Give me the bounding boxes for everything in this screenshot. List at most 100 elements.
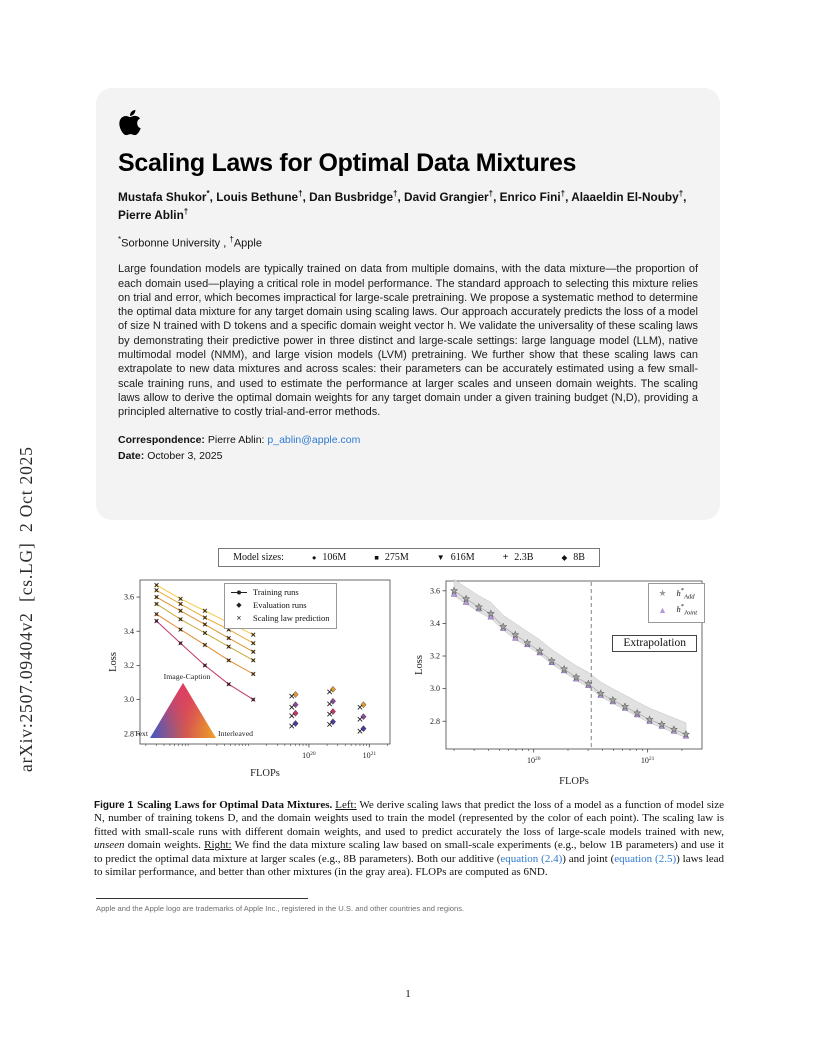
diamond-marker-icon: ◆	[561, 552, 568, 562]
date-value: October 3, 2025	[147, 450, 223, 463]
evaluation-runs-marker-icon: ◆	[236, 600, 242, 609]
caption-segment: domain weights.	[124, 839, 205, 852]
trademark-footnote: Apple and the Apple logo are trademarks …	[96, 898, 726, 913]
author-list: Mustafa Shukor*, Louis Bethune†, Dan Bus…	[118, 189, 687, 223]
footnote-rule	[96, 898, 308, 899]
author-name: Enrico Fini	[499, 190, 561, 204]
extrapolation-label: Extrapolation	[612, 635, 697, 652]
date-label: Date:	[118, 450, 145, 463]
legend-evaluation-label: Evaluation runs	[253, 599, 307, 610]
legend-row-training: Training runs	[230, 586, 329, 599]
author-name: Pierre Ablin	[118, 208, 184, 223]
correspondence-name: Pierre Ablin:	[207, 434, 268, 447]
caption-segment: ) laws lead to similar performance, and …	[94, 852, 725, 879]
model-sizes-legend: Model sizes: ● 106M ■ 275M ▼ 616M +2.3B ◆ 8B	[218, 548, 600, 567]
svg-text:Interleaved: Interleaved	[218, 729, 253, 738]
author-name: David Grangier	[404, 190, 489, 204]
svg-text:FLOPs: FLOPs	[250, 768, 280, 779]
svg-text:Image-Caption: Image-Caption	[164, 672, 211, 681]
model-size-label: 106M	[322, 552, 347, 563]
svg-text:3.4: 3.4	[430, 619, 440, 628]
correspondence-email-link[interactable]: p_ablin@apple.com	[267, 434, 361, 447]
title-card: Scaling Laws for Optimal Data Mixtures M…	[96, 88, 720, 520]
model-size-label: 8B	[573, 552, 585, 563]
affiliation-name: Sorbonne University	[121, 237, 221, 250]
arxiv-watermark: arXiv:2507.09404v2 [cs.LG] 2 Oct 2025	[16, 446, 36, 772]
svg-text:FLOPs: FLOPs	[559, 776, 589, 787]
legend-row-h-joint: ▲ h*Joint	[654, 602, 698, 618]
svg-text:1020: 1020	[527, 756, 541, 765]
legend-row-h-add: ★ h*Add	[654, 586, 698, 602]
correspondence-line: Correspondence: Pierre Ablin: p_ablin@ap…	[118, 434, 698, 446]
svg-text:3.0: 3.0	[430, 684, 440, 693]
legend-row-evaluation: ◆ Evaluation runs	[230, 599, 329, 612]
prediction-marker-icon: ×	[236, 612, 242, 623]
equation-link[interactable]: equation (2.5)	[614, 852, 677, 865]
right-plot-legend: ★ h*Add ▲ h*Joint	[647, 583, 705, 623]
svg-text:1021: 1021	[641, 756, 655, 765]
svg-text:2.8: 2.8	[124, 729, 134, 738]
svg-text:3.4: 3.4	[124, 627, 134, 636]
affiliation-name: Apple	[233, 237, 262, 250]
page-title: Scaling Laws for Optimal Data Mixtures	[118, 149, 577, 177]
svg-text:3.0: 3.0	[124, 695, 134, 704]
apple-logo-icon	[119, 109, 141, 136]
model-sizes-items: ● 106M ■ 275M ▼ 616M +2.3B ◆ 8B	[284, 552, 585, 563]
svg-text:1021: 1021	[363, 751, 377, 760]
footnote-text: Apple and the Apple logo are trademarks …	[96, 904, 465, 913]
model-size-item: +2.3B	[503, 552, 534, 563]
training-runs-marker-icon	[230, 589, 248, 596]
model-size-item: ◆ 8B	[561, 552, 584, 563]
svg-text:3.6: 3.6	[430, 586, 440, 595]
legend-h-joint-label: h*Joint	[676, 603, 698, 617]
svg-text:Text: Text	[134, 729, 149, 738]
legend-prediction-label: Scaling law prediction	[253, 612, 330, 623]
left-plot: 1020 1021 2.8 3.0 3.2 3.4 3.6 FLOPs Loss Image-Ca…	[106, 575, 398, 779]
legend-row-prediction: × Scaling law prediction	[230, 612, 329, 626]
circle-marker-icon: ●	[311, 552, 317, 562]
caption-segment: Right:	[204, 839, 232, 852]
right-plot: 1020 1021 2.8 3.0 3.2 3.4 3.6 FLOPs Loss ★ h*Add…	[412, 575, 712, 787]
triangle-marker-icon: ▲	[658, 604, 667, 615]
caption-segment: We derive scaling laws that predict the …	[94, 799, 724, 838]
model-size-label: 2.3B	[514, 552, 534, 563]
plus-marker-icon: +	[502, 551, 509, 563]
author-name: Louis Bethune	[216, 190, 299, 204]
svg-text:3.2: 3.2	[124, 661, 134, 670]
caption-segment: We find the data mixture scaling law bas…	[94, 839, 724, 865]
model-size-item: ● 106M	[312, 552, 346, 563]
model-sizes-label: Model sizes:	[233, 552, 284, 563]
abstract-text: Large foundation models are typically tr…	[118, 263, 698, 419]
caption-segment: Scaling Laws for Optimal Data Mixtures.	[137, 799, 333, 811]
model-size-item: ▼ 616M	[437, 552, 475, 563]
model-size-item: ■ 275M	[374, 552, 408, 563]
affiliation-list: *Sorbonne University , †Apple	[118, 234, 262, 250]
svg-text:2.8: 2.8	[430, 717, 440, 726]
legend-training-label: Training runs	[253, 587, 299, 597]
author-name: Mustafa Shukor	[118, 190, 207, 204]
date-line: Date: October 3, 2025	[118, 450, 698, 462]
figure-caption: Figure 1 Scaling Laws for Optimal Data Mi…	[94, 799, 724, 879]
right-plot-canvas: 1020 1021 2.8 3.0 3.2 3.4 3.6 FLOPs Loss	[414, 578, 703, 787]
figure-1: Model sizes: ● 106M ■ 275M ▼ 616M +2.3B ◆ 8B 102…	[94, 548, 724, 879]
caption-segment: Figure 1	[94, 800, 134, 811]
correspondence-label: Correspondence:	[118, 434, 205, 447]
triangle-down-marker-icon: ▼	[436, 552, 445, 562]
svg-text:3.6: 3.6	[124, 593, 134, 602]
right-plot-svg-holder: 1020 1021 2.8 3.0 3.2 3.4 3.6 FLOPs Loss	[412, 575, 712, 787]
equation-link[interactable]: equation (2.4)	[500, 852, 563, 865]
caption-segment: unseen	[94, 839, 125, 852]
author-name: Alaaeldin El-Nouby	[571, 190, 679, 204]
left-plot-legend: Training runs ◆ Evaluation runs × Scalin…	[224, 583, 338, 629]
svg-text:1020: 1020	[302, 751, 316, 760]
star-marker-icon: ★	[658, 588, 667, 599]
caption-segment: ) and joint (	[562, 852, 615, 865]
model-size-label: 275M	[384, 552, 409, 563]
square-marker-icon: ■	[374, 552, 379, 562]
svg-text:Loss: Loss	[414, 655, 425, 675]
legend-h-add-label: h*Add	[676, 587, 695, 601]
model-size-label: 616M	[450, 552, 475, 563]
svg-text:Loss: Loss	[108, 652, 119, 672]
author-name: Dan Busbridge	[309, 190, 394, 204]
plots-row: 1020 1021 2.8 3.0 3.2 3.4 3.6 FLOPs Loss Image-Ca…	[94, 575, 724, 787]
